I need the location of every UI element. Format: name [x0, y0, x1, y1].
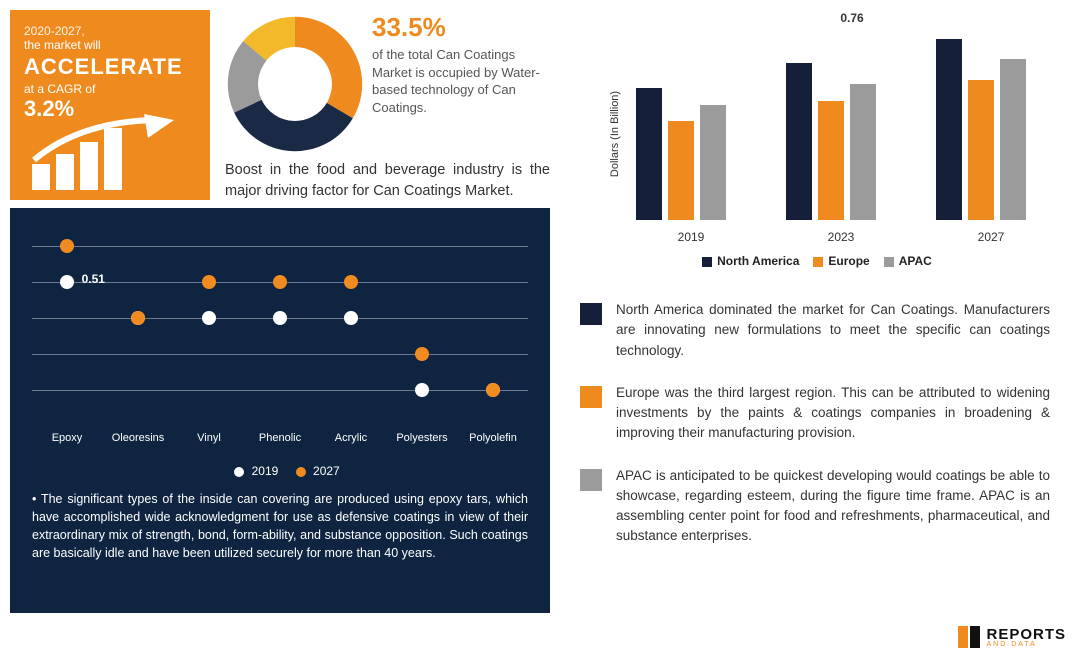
- donut-chart: [225, 14, 365, 154]
- donut-percent: 33.5%: [372, 12, 547, 43]
- logo: REPORTS AND DATA: [958, 626, 1066, 648]
- dot-chart: 0.51EpoxyOleoresinsVinylPhenolicAcrylicP…: [32, 226, 528, 456]
- region-item: North America dominated the market for C…: [580, 300, 1050, 361]
- bar: [636, 88, 662, 220]
- region-item: APAC is anticipated to be quickest devel…: [580, 466, 1050, 547]
- region-swatch: [580, 386, 602, 408]
- region-item: Europe was the third largest region. Thi…: [580, 383, 1050, 444]
- dot-marker: [131, 311, 145, 325]
- bar: [1000, 59, 1026, 220]
- bar-legend-swatch: [884, 257, 894, 267]
- dot-marker: [273, 275, 287, 289]
- bar-legend-label: Europe: [828, 254, 869, 268]
- bar-x-label: 2027: [936, 230, 1046, 244]
- legend-2027-label: 2027: [313, 464, 340, 478]
- bar: [850, 84, 876, 220]
- bar-legend-swatch: [813, 257, 823, 267]
- dot-marker: [202, 311, 216, 325]
- dot-category-label: Epoxy: [32, 432, 102, 456]
- dot-category-label: Acrylic: [316, 432, 386, 456]
- logo-mark-icon: [958, 626, 980, 648]
- bar: [700, 105, 726, 220]
- dot-marker: [344, 275, 358, 289]
- region-text: Europe was the third largest region. Thi…: [616, 383, 1050, 444]
- bar-group: [786, 14, 896, 220]
- bar: [968, 80, 994, 220]
- bar-group: [636, 14, 746, 220]
- bar-x-label: 2023: [786, 230, 896, 244]
- cagr-subline: at a CAGR of: [24, 82, 196, 96]
- dot-marker: [486, 383, 500, 397]
- cagr-line1: the market will: [24, 38, 196, 52]
- bar: [936, 39, 962, 220]
- donut-slice: [295, 17, 362, 118]
- cagr-accel: ACCELERATE: [24, 54, 196, 80]
- region-swatch: [580, 303, 602, 325]
- dot-marker: [60, 275, 74, 289]
- bar-legend: North America Europe APAC: [580, 254, 1040, 268]
- bar-legend-label: North America: [717, 254, 799, 268]
- dot-panel: 0.51EpoxyOleoresinsVinylPhenolicAcrylicP…: [10, 208, 550, 613]
- dot-category-label: Polyolefin: [458, 432, 528, 456]
- dot-category-label: Polyesters: [387, 432, 457, 456]
- cagr-box: 2020-2027, the market will ACCELERATE at…: [10, 10, 210, 200]
- bar-x-label: 2019: [636, 230, 746, 244]
- legend-2019-swatch: [234, 467, 244, 477]
- dot-note: The significant types of the inside can …: [32, 490, 528, 563]
- legend-2019-label: 2019: [252, 464, 279, 478]
- dot-category-label: Vinyl: [174, 432, 244, 456]
- boost-text: Boost in the food and beverage industry …: [225, 160, 550, 202]
- bar-group: [936, 14, 1046, 220]
- bar-legend-label: APAC: [899, 254, 932, 268]
- legend-2027-swatch: [296, 467, 306, 477]
- bar: [668, 121, 694, 220]
- bar-legend-swatch: [702, 257, 712, 267]
- grid-line: [32, 246, 528, 247]
- bar: [786, 63, 812, 220]
- bar-chart: Dollars (In Billion) 0.76 201920232027 N…: [580, 14, 1040, 254]
- dot-marker: [60, 239, 74, 253]
- dot-marker: [415, 347, 429, 361]
- growth-chart-icon: [24, 114, 194, 194]
- region-swatch: [580, 469, 602, 491]
- dot-marker: [273, 311, 287, 325]
- region-text: North America dominated the market for C…: [616, 300, 1050, 361]
- grid-line: [32, 354, 528, 355]
- bar-value-label: 0.76: [822, 11, 882, 25]
- dot-marker: [202, 275, 216, 289]
- cagr-years: 2020-2027,: [24, 24, 196, 38]
- donut-subtext: of the total Can Coatings Market is occu…: [372, 46, 547, 116]
- dot-marker: [344, 311, 358, 325]
- dot-category-label: Phenolic: [245, 432, 315, 456]
- dot-legend: 2019 2027: [32, 464, 528, 478]
- dot-marker: [415, 383, 429, 397]
- bar: [818, 101, 844, 220]
- region-notes: North America dominated the market for C…: [580, 300, 1050, 569]
- dot-value-label: 0.51: [82, 272, 105, 286]
- dot-category-label: Oleoresins: [103, 432, 173, 456]
- region-text: APAC is anticipated to be quickest devel…: [616, 466, 1050, 547]
- grid-line: [32, 390, 528, 391]
